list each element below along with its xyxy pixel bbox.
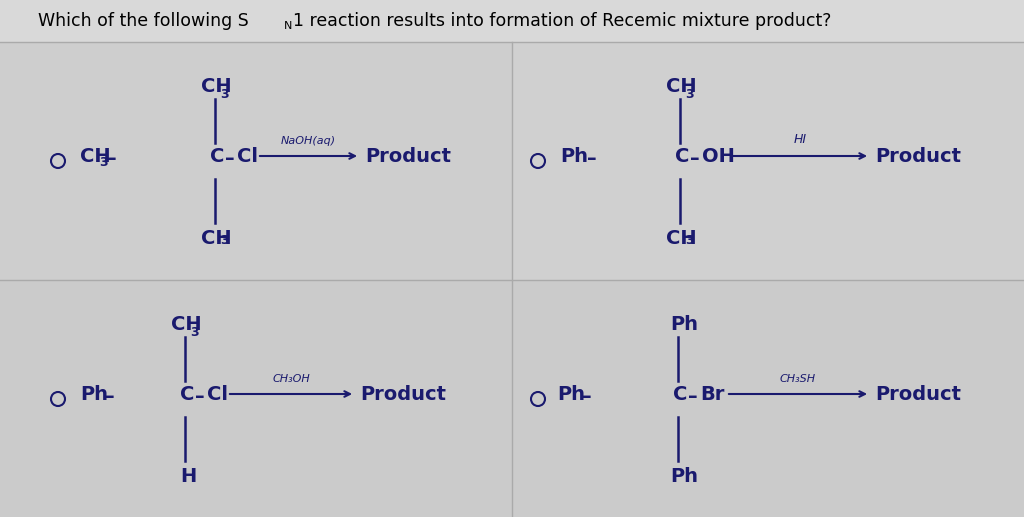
- Bar: [0, 0, 1024, 42]
- Text: CH: CH: [201, 77, 231, 96]
- Text: H: H: [180, 467, 197, 486]
- Text: –: –: [195, 387, 205, 405]
- Text: –: –: [688, 387, 697, 405]
- Text: HI: HI: [794, 133, 807, 146]
- Text: Br: Br: [700, 385, 724, 403]
- Text: –: –: [582, 387, 592, 405]
- Text: –: –: [225, 148, 234, 168]
- Text: Ph: Ph: [80, 385, 108, 403]
- Text: C: C: [675, 146, 689, 165]
- Text: N: N: [284, 21, 293, 31]
- Text: Cl: Cl: [237, 146, 258, 165]
- Text: –: –: [690, 148, 699, 168]
- Text: Ph: Ph: [557, 385, 585, 403]
- Text: Ph: Ph: [560, 146, 588, 165]
- Text: 1 reaction results into formation of Recemic mixture product?: 1 reaction results into formation of Rec…: [293, 12, 831, 30]
- Text: Product: Product: [874, 385, 961, 403]
- Text: CH₃OH: CH₃OH: [272, 374, 310, 384]
- Text: CH: CH: [666, 229, 696, 248]
- Text: Ph: Ph: [670, 467, 698, 486]
- Text: OH: OH: [702, 146, 735, 165]
- Text: CH₃SH: CH₃SH: [780, 374, 816, 384]
- Text: –: –: [106, 148, 117, 168]
- Text: Ph: Ph: [670, 315, 698, 334]
- Text: –: –: [587, 148, 597, 168]
- Text: NaOH(aq): NaOH(aq): [281, 136, 336, 146]
- Text: Product: Product: [874, 146, 961, 165]
- Bar: [512, 42, 1024, 280]
- Text: 3: 3: [685, 88, 693, 101]
- Text: Cl: Cl: [207, 385, 228, 403]
- Text: C: C: [673, 385, 687, 403]
- Text: 3: 3: [220, 88, 228, 101]
- Text: 3: 3: [220, 234, 228, 247]
- Text: 3: 3: [190, 326, 199, 339]
- Text: CH: CH: [80, 146, 111, 165]
- Text: C: C: [180, 385, 195, 403]
- Text: CH: CH: [201, 229, 231, 248]
- Text: –: –: [105, 387, 115, 405]
- Text: Product: Product: [360, 385, 446, 403]
- Text: Product: Product: [365, 146, 451, 165]
- Text: Which of the following S: Which of the following S: [38, 12, 249, 30]
- Text: CH: CH: [171, 315, 202, 334]
- Text: CH: CH: [666, 77, 696, 96]
- Text: 3: 3: [99, 157, 108, 170]
- Text: C: C: [210, 146, 224, 165]
- Bar: [0, 42, 512, 280]
- Text: 3: 3: [685, 234, 693, 247]
